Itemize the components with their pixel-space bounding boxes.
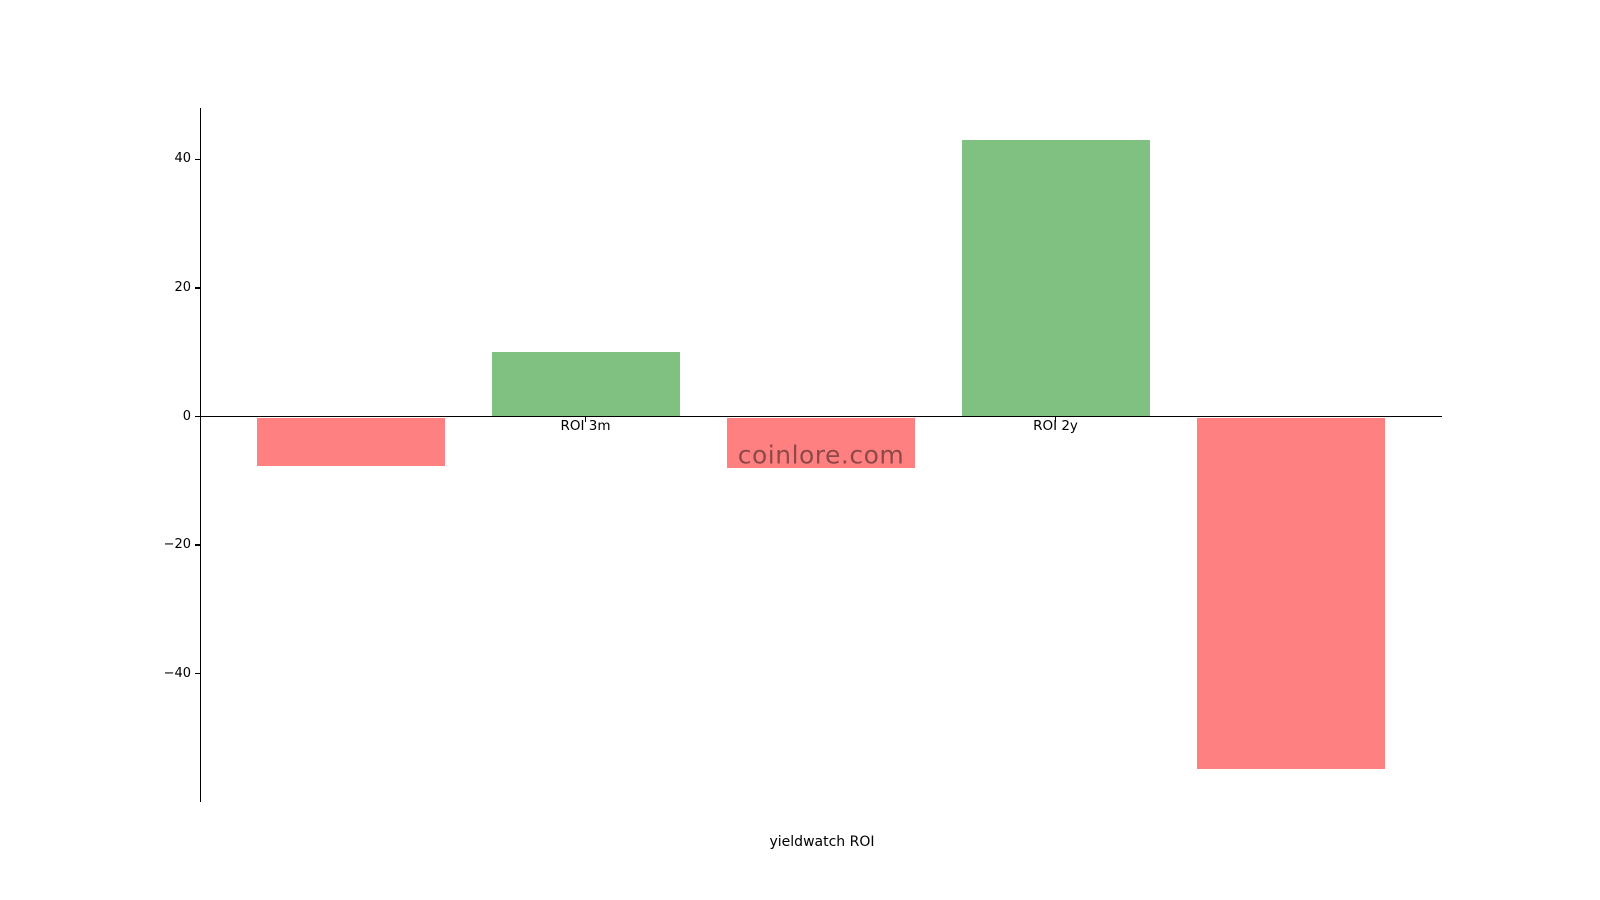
bar-ROI 2y [961, 140, 1150, 417]
y-tick-label: 0 [182, 408, 191, 424]
y-tick [195, 287, 200, 289]
x-axis-zero-line [200, 416, 1442, 418]
y-tick [195, 544, 200, 546]
bar-idx-2 [726, 417, 915, 468]
bar-ROI 3m [491, 352, 680, 417]
x-axis-label: yieldwatch ROI [769, 834, 875, 850]
y-tick-label: 40 [174, 151, 191, 167]
y-tick [195, 673, 200, 675]
bar-idx-0 [256, 417, 445, 466]
bar-idx-4 [1196, 417, 1385, 770]
x-tick-label: ROI 2y [1033, 417, 1078, 434]
x-tick [584, 417, 587, 423]
x-tick-label: ROI 3m [560, 417, 611, 434]
y-tick-label: −40 [163, 665, 191, 681]
y-tick [195, 415, 200, 418]
y-tick [195, 158, 200, 160]
watermark: coinlore.com [737, 440, 905, 470]
y-tick-label: 20 [174, 279, 191, 295]
x-tick [1054, 417, 1057, 423]
y-tick-label: −20 [163, 537, 191, 553]
y-axis-spine [200, 108, 202, 802]
